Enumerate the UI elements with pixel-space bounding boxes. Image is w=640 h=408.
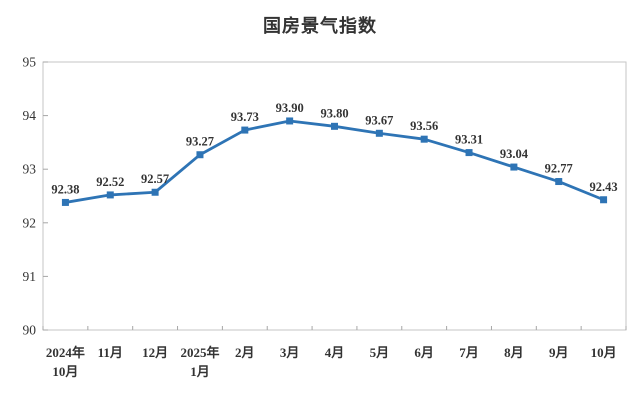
data-point-label: 93.80 [320, 106, 348, 120]
data-point-label: 93.27 [186, 135, 214, 149]
x-axis-tick-label: 12月 [142, 345, 168, 360]
plot-frame [42, 61, 627, 331]
x-axis-tick-label: 7月 [459, 345, 479, 360]
data-point-marker [420, 135, 428, 143]
data-point-label: 92.52 [96, 175, 124, 189]
y-axis-tick-label: 90 [23, 323, 37, 338]
data-point-label: 93.31 [455, 133, 483, 147]
y-axis-tick-label: 92 [23, 215, 37, 230]
data-point-label: 93.90 [276, 101, 304, 115]
y-axis-tick-label: 91 [23, 269, 37, 284]
data-point-label: 93.04 [500, 147, 529, 161]
data-point-label: 93.56 [410, 119, 438, 133]
data-point-marker [510, 163, 518, 171]
y-axis-tick-label: 94 [23, 108, 37, 123]
y-axis-tick-label: 95 [23, 55, 37, 70]
x-axis-tick-label: 8月 [504, 345, 524, 360]
data-point-label: 92.77 [545, 162, 573, 176]
data-point-label: 92.43 [590, 180, 618, 194]
data-point-marker [106, 191, 114, 199]
series-line [64, 119, 605, 204]
x-axis-tick-label: 2月 [235, 345, 255, 360]
data-point-marker [241, 126, 249, 134]
data-point-label: 92.57 [141, 172, 169, 186]
data-point-marker [331, 122, 338, 130]
data-point-marker [61, 198, 69, 206]
x-axis-tick-label: 10月 [591, 345, 617, 360]
data-point-marker [196, 151, 204, 159]
data-point-label: 92.38 [51, 182, 79, 196]
x-axis-tick-label: 1月 [190, 364, 210, 379]
x-axis-tick-label: 10月 [52, 364, 78, 379]
data-point-marker [555, 178, 563, 186]
data-point-marker [375, 129, 383, 137]
x-axis-tick-label: 9月 [549, 345, 569, 360]
data-point-label: 93.73 [231, 110, 259, 124]
x-axis-tick-label: 2025年 [180, 345, 219, 360]
chart-title: 国房景气指数 [263, 16, 377, 36]
data-point-marker [600, 196, 608, 204]
x-axis-tick-label: 6月 [414, 345, 434, 360]
x-axis-tick-label: 11月 [98, 345, 123, 360]
data-point-label: 93.67 [365, 113, 393, 127]
data-point-marker [151, 188, 159, 196]
x-axis-tick-label: 4月 [325, 345, 345, 360]
x-axis-tick-label: 3月 [280, 345, 300, 360]
x-axis-tick-label: 2024年 [46, 345, 85, 360]
y-axis-tick-label: 93 [23, 162, 37, 177]
data-point-marker [286, 117, 294, 125]
data-point-marker [465, 149, 473, 157]
x-axis-tick-label: 5月 [370, 345, 390, 360]
